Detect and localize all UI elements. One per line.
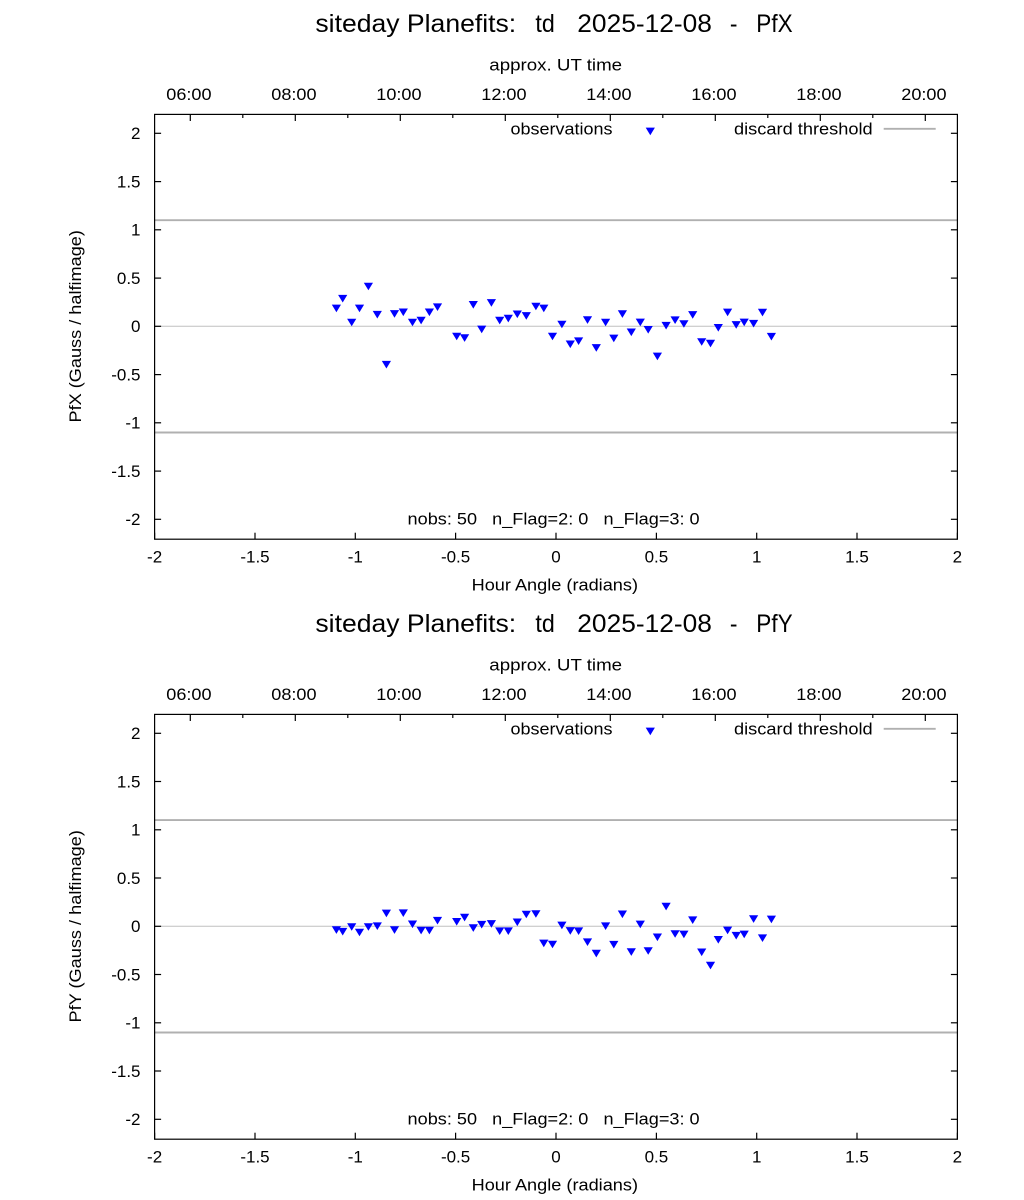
svg-text:-1.5: -1.5 (240, 1148, 269, 1167)
svg-text:18:00: 18:00 (796, 85, 841, 104)
svg-text:-: - (730, 610, 738, 638)
svg-text:0.5: 0.5 (117, 869, 141, 888)
svg-text:0: 0 (131, 317, 140, 336)
svg-text:-1: -1 (348, 548, 363, 567)
svg-text:0.5: 0.5 (645, 1148, 669, 1167)
svg-text:-1: -1 (125, 1014, 140, 1033)
svg-text:-2: -2 (147, 548, 162, 567)
svg-text:PfY (Gauss / halfimage): PfY (Gauss / halfimage) (66, 830, 85, 1022)
svg-text:-0.5: -0.5 (441, 548, 470, 567)
svg-text:-2: -2 (125, 1110, 140, 1129)
svg-text:-1.5: -1.5 (240, 548, 269, 567)
svg-text:0.5: 0.5 (117, 269, 141, 288)
svg-text:approx. UT time: approx. UT time (489, 56, 622, 75)
svg-text:1.5: 1.5 (845, 1148, 869, 1167)
svg-text:-0.5: -0.5 (441, 1148, 470, 1167)
svg-text:16:00: 16:00 (691, 685, 736, 704)
svg-text:1: 1 (752, 1148, 761, 1167)
svg-text:1: 1 (131, 821, 140, 840)
svg-text:1.5: 1.5 (117, 173, 141, 192)
svg-text:Hour Angle (radians): Hour Angle (radians) (472, 1176, 638, 1195)
svg-text:2025-12-08: 2025-12-08 (577, 610, 712, 638)
svg-text:2: 2 (953, 1148, 962, 1167)
svg-text:discard threshold: discard threshold (734, 719, 873, 738)
svg-text:siteday Planefits:: siteday Planefits: (315, 610, 516, 638)
svg-text:0: 0 (551, 548, 560, 567)
svg-text:10:00: 10:00 (376, 685, 421, 704)
svg-text:2025-12-08: 2025-12-08 (577, 10, 712, 38)
svg-text:td: td (535, 10, 554, 38)
svg-text:1: 1 (131, 221, 140, 240)
svg-text:Hour Angle (radians): Hour Angle (radians) (472, 576, 638, 595)
svg-text:PfY: PfY (756, 610, 793, 638)
svg-text:06:00: 06:00 (166, 85, 211, 104)
svg-text:16:00: 16:00 (691, 85, 736, 104)
svg-text:td: td (535, 610, 554, 638)
svg-text:observations: observations (511, 719, 613, 738)
svg-text:-0.5: -0.5 (111, 965, 140, 984)
svg-text:2: 2 (131, 124, 140, 143)
svg-text:PfX (Gauss / halfimage): PfX (Gauss / halfimage) (66, 230, 85, 422)
svg-text:0: 0 (551, 1148, 560, 1167)
svg-text:nobs: 50 n_Flag=2: 0 n_Fla: nobs: 50 n_Flag=2: 0 n_Flag=3: 0 (408, 1110, 700, 1129)
svg-text:siteday Planefits:: siteday Planefits: (315, 10, 516, 38)
svg-text:nobs: 50 n_Flag=2: 0 n_Fla: nobs: 50 n_Flag=2: 0 n_Flag=3: 0 (408, 510, 700, 529)
svg-text:discard threshold: discard threshold (734, 119, 873, 138)
svg-text:2: 2 (131, 724, 140, 743)
svg-text:-1.5: -1.5 (111, 462, 140, 481)
svg-text:14:00: 14:00 (586, 685, 631, 704)
svg-text:12:00: 12:00 (481, 85, 526, 104)
svg-text:-0.5: -0.5 (111, 365, 140, 384)
svg-text:approx. UT time: approx. UT time (489, 656, 622, 675)
svg-text:observations: observations (511, 119, 613, 138)
svg-text:08:00: 08:00 (271, 85, 316, 104)
svg-text:1.5: 1.5 (117, 772, 141, 791)
svg-text:1: 1 (752, 548, 761, 567)
svg-text:14:00: 14:00 (586, 85, 631, 104)
svg-text:-1: -1 (125, 414, 140, 433)
svg-text:-1.5: -1.5 (111, 1062, 140, 1081)
svg-text:10:00: 10:00 (376, 85, 421, 104)
svg-text:20:00: 20:00 (901, 85, 946, 104)
svg-text:-: - (730, 10, 738, 38)
svg-text:06:00: 06:00 (166, 685, 211, 704)
svg-text:18:00: 18:00 (796, 685, 841, 704)
svg-text:-1: -1 (348, 1148, 363, 1167)
svg-text:-2: -2 (125, 510, 140, 529)
svg-text:08:00: 08:00 (271, 685, 316, 704)
svg-text:2: 2 (953, 548, 962, 567)
svg-text:1.5: 1.5 (845, 548, 869, 567)
svg-text:0.5: 0.5 (645, 548, 669, 567)
svg-text:20:00: 20:00 (901, 685, 946, 704)
svg-text:0: 0 (131, 917, 140, 936)
svg-text:12:00: 12:00 (481, 685, 526, 704)
svg-text:-2: -2 (147, 1148, 162, 1167)
svg-text:PfX: PfX (756, 10, 793, 38)
